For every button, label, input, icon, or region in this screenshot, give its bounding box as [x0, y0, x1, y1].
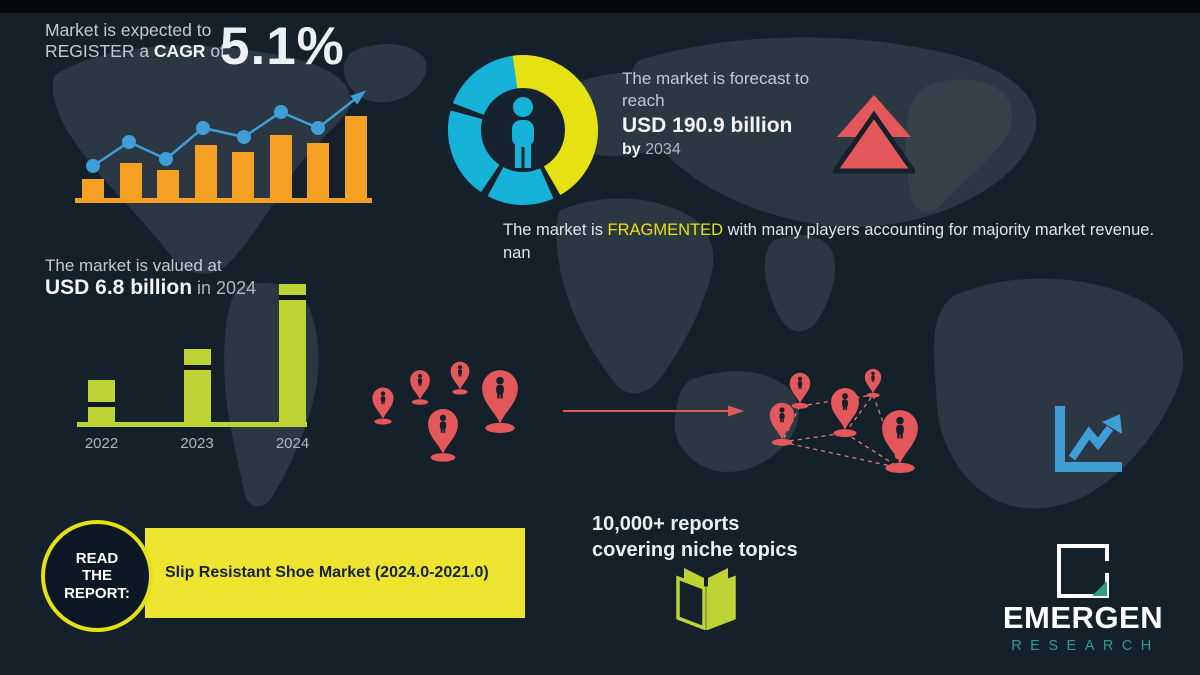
market-chart-baseline: [77, 422, 307, 427]
brand-subtitle: RESEARCH: [1011, 638, 1160, 654]
brand-name: EMERGEN: [1002, 600, 1164, 635]
read-report-word3: REPORT:: [64, 584, 130, 602]
reports-line1: 10,000+ reports: [592, 513, 740, 535]
fragmented-pre: The market is: [503, 221, 608, 239]
fragmented-highlight: FRAGMENTED: [607, 221, 724, 239]
double-arrow-up-icon: [833, 95, 915, 174]
forecast-by-year: 2034: [645, 141, 681, 158]
cagr-headline: Market is expected to REGISTER a CAGR of: [45, 20, 225, 62]
cagr-bar: [307, 143, 330, 198]
forecast-byline: by 2034: [622, 139, 809, 161]
valuation-value: USD 6.8 billion: [45, 276, 193, 299]
year-label: 2022: [84, 435, 119, 452]
market-bar: [88, 380, 115, 422]
trend-dot: [159, 152, 173, 166]
report-title[interactable]: Slip Resistant Shoe Market (2024.0-2021.…: [165, 564, 489, 581]
open-book-icon: [676, 568, 736, 630]
fragmented-statement: The market is FRAGMENTED with many playe…: [503, 219, 1163, 264]
cagr-bar: [157, 170, 180, 198]
valuation-suffix: in 2024: [192, 278, 257, 298]
person-icon: [512, 97, 534, 168]
forecast-line1: The market is forecast to: [622, 69, 810, 88]
cagr-line2-pre: REGISTER a: [45, 41, 154, 61]
forecast-block: The market is forecast to reach USD 190.…: [622, 68, 809, 161]
valuation-line1: The market is valued at: [45, 256, 222, 275]
donut-segment: [448, 55, 598, 205]
cagr-bar: [119, 163, 142, 198]
market-share-donut-chart: [448, 55, 598, 205]
trend-arrow-icon: [350, 90, 367, 105]
cagr-chart-baseline: [75, 198, 372, 203]
brand-logo: EMERGEN RESEARCH: [1000, 543, 1166, 654]
valuation-block: The market is valued at USD 6.8 billion …: [45, 255, 256, 300]
cagr-bar: [269, 135, 292, 198]
valuation-line2: USD 6.8 billion in 2024: [45, 277, 256, 300]
bar-stripe: [279, 295, 306, 300]
market-bar: [279, 284, 306, 422]
cagr-trend-line-svg: [86, 90, 367, 173]
year-label: 2024: [275, 435, 310, 452]
market-bar-group: 2022: [85, 380, 118, 452]
read-report-word2: THE: [82, 567, 112, 585]
forecast-value: USD 190.9 billion: [622, 114, 793, 137]
cagr-bar: [194, 145, 217, 198]
year-label: 2023: [180, 435, 214, 452]
cagr-headline-line1: Market is expected to: [45, 20, 212, 40]
trend-dot: [311, 121, 325, 135]
reports-line2: covering niche topics: [592, 539, 798, 561]
bar-stripe: [88, 402, 115, 407]
bar-stripe: [183, 365, 211, 370]
forecast-by-label: by: [622, 141, 641, 158]
market-bar: [183, 349, 211, 422]
trend-dot: [122, 135, 136, 149]
cagr-value: 5.1%: [220, 17, 345, 76]
cagr-line2-bold: CAGR: [153, 41, 206, 61]
cagr-bar: [232, 152, 255, 198]
top-black-bar: [0, 0, 1200, 13]
read-report-badge[interactable]: READ THE REPORT:: [41, 520, 153, 632]
cagr-bar-chart: [82, 85, 367, 198]
donut-segment: [448, 55, 598, 205]
trend-dot: [274, 105, 288, 119]
trend-dot: [196, 121, 210, 135]
cagr-bar: [82, 179, 104, 198]
market-value-bar-chart: 2022 2023 2024: [85, 284, 309, 452]
cagr-line2-post: of: [205, 41, 225, 61]
forecast-line2: reach: [622, 91, 665, 110]
cagr-headline-line2: REGISTER a CAGR of: [45, 41, 225, 62]
fragmented-post: with many players accounting for majorit…: [503, 221, 1155, 262]
report-banner[interactable]: Slip Resistant Shoe Market (2024.0-2021.…: [145, 528, 525, 618]
brand-square-icon: [1057, 544, 1110, 598]
trend-dot: [86, 159, 100, 173]
market-bar-group: 2023: [180, 349, 214, 452]
market-bar-group: 2024: [276, 284, 309, 452]
reports-count-block: 10,000+ reports covering niche topics: [592, 511, 798, 563]
cagr-bar: [344, 116, 367, 198]
trend-dot: [237, 130, 251, 144]
growth-chart-icon: [1055, 406, 1122, 472]
read-report-word1: READ: [75, 549, 119, 567]
